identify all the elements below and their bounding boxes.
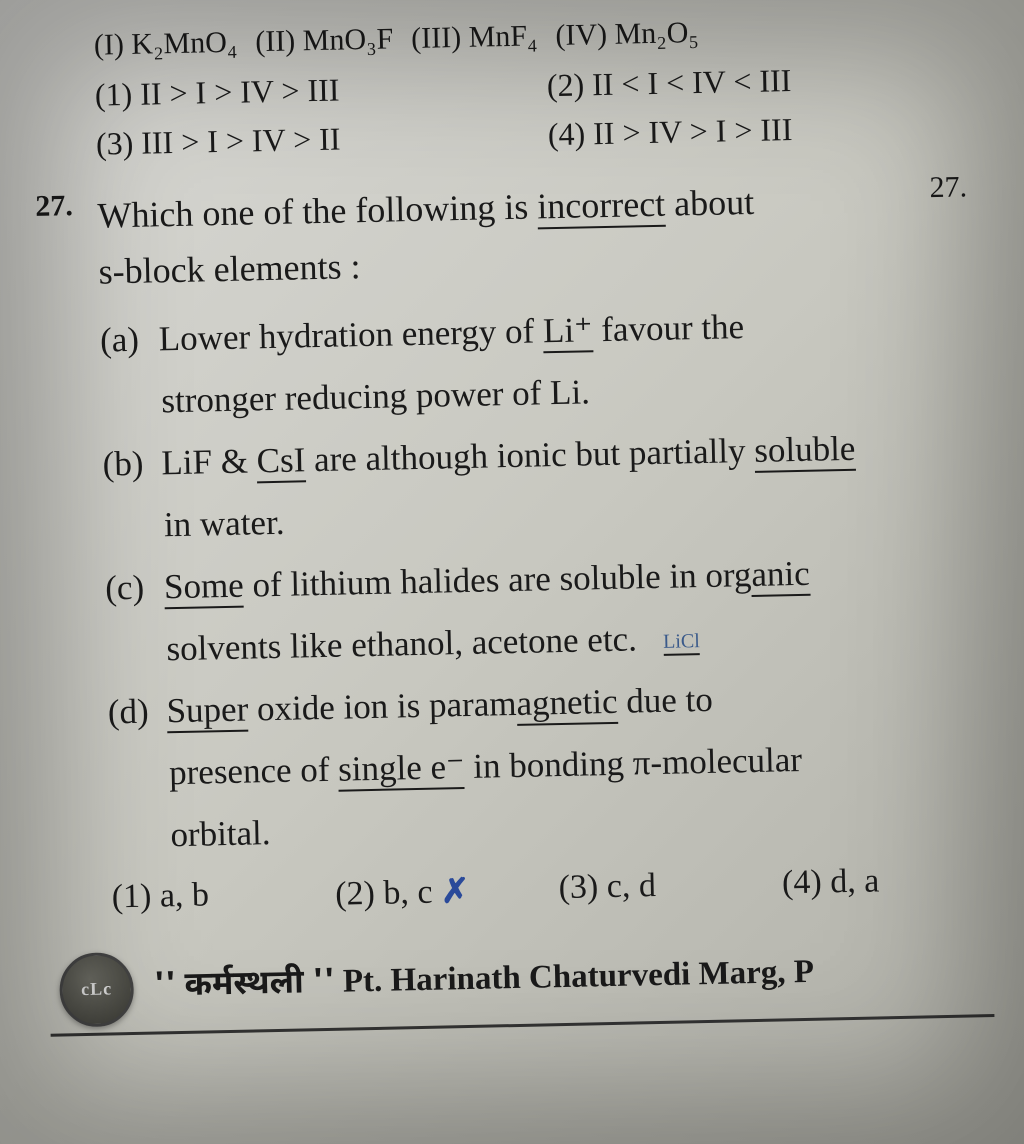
choice-d-mid: oxide ion is param <box>248 684 517 729</box>
logo-text: cLc <box>81 979 112 1001</box>
ordering-option-2: (2) II < I < IV < III <box>546 58 975 104</box>
footer-hindi: '' कर्मस्थली '' <box>153 963 335 1010</box>
answer-option-1: (1) a, b <box>111 874 321 918</box>
stem-part2: s-block elements : <box>98 246 361 291</box>
choice-b-text2: in water. <box>164 502 285 544</box>
choice-c-label: (c) <box>105 559 156 616</box>
choice-b-soluble: soluble <box>754 428 856 472</box>
choice-c-mid: of lithium halides are soluble in org <box>243 555 751 605</box>
answer-option-3: (3) c, d <box>558 864 768 908</box>
choice-d-end: due to <box>617 679 713 720</box>
stem-part1-end: about <box>665 182 755 224</box>
compound-i: (I) K₂MnO₄ <box>94 26 238 63</box>
answer-option-4-text: (4) d, a <box>782 862 880 901</box>
page-footer: cLc '' कर्मस्थली '' Pt. Harinath Chaturv… <box>49 934 995 1037</box>
compound-iii: (III) MnF₄ <box>411 19 538 56</box>
logo-badge-icon: cLc <box>59 952 135 1028</box>
answer-options: (1) a, b (2) b, c ✗ (3) c, d (4) d, a <box>47 860 992 920</box>
question-number-left: 27. <box>35 189 73 224</box>
choice-a-label: (a) <box>99 311 150 368</box>
choice-d-text2-pre: presence of <box>169 749 339 792</box>
choice-a-text1: Lower hydration energy of <box>158 311 543 358</box>
choice-d-text2-end: in bonding π-molecular <box>464 740 802 786</box>
ordering-option-3: (3) III > I > IV > II <box>96 117 525 163</box>
ordering-option-1: (1) II > I > IV > III <box>95 68 524 114</box>
choice-c-annot: LiCl <box>663 630 700 656</box>
compounds-list: (I) K₂MnO₄ (II) MnO₃F (III) MnF₄ (IV) Mn… <box>30 10 975 64</box>
choice-a-text2: stronger reducing power of Li. <box>161 372 590 420</box>
choice-d-text3: orbital. <box>170 813 271 854</box>
answer-option-2: (2) b, c ✗ <box>335 869 545 913</box>
compound-ii: (II) MnO₃F <box>255 22 394 59</box>
choice-c-anic: anic <box>751 553 810 596</box>
ordering-option-4: (4) II > IV > I > III <box>547 107 976 153</box>
pen-cross-2-icon: ✗ <box>441 873 470 911</box>
footer-english: Pt. Harinath Chaturvedi Marg, P <box>334 954 814 1000</box>
question-stem: Which one of the following is incorrect … <box>33 170 979 301</box>
answer-option-4: (4) d, a <box>782 860 992 904</box>
choice-d-super: Super <box>166 689 249 733</box>
stem-incorrect: incorrect <box>537 184 666 230</box>
choice-d-label: (d) <box>107 683 158 740</box>
question-number-right: 27. <box>929 170 967 205</box>
stem-part1: Which one of the following is <box>97 186 538 235</box>
choice-b-csi: CsI <box>256 440 305 483</box>
choice-d-agnetic: agnetic <box>516 681 618 725</box>
choice-d-single-e: single e⁻ <box>338 747 465 792</box>
footer-title: '' कर्मस्थली '' Pt. Harinath Chaturvedi … <box>153 953 814 1010</box>
choice-b-pre: LiF & <box>161 441 257 482</box>
choice-b-label: (b) <box>102 435 153 492</box>
question-27: 27. 27. Which one of the following is in… <box>33 170 992 919</box>
answer-option-2-text: (2) b, c <box>335 873 433 912</box>
ordering-row-1: (1) II > I > IV > III (2) II < I < IV < … <box>31 58 976 115</box>
ordering-row-2: (3) III > I > IV > II (4) II > IV > I > … <box>32 107 977 164</box>
choice-d-line3: orbital. <box>46 790 991 866</box>
choice-a-text1-end: favour the <box>592 307 744 349</box>
choice-c-text2: solvents like ethanol, acetone etc. <box>166 619 637 668</box>
compound-iv: (IV) Mn₂O₅ <box>555 16 699 53</box>
choice-a-li: Li⁺ <box>543 310 593 353</box>
choice-b-mid: are although ionic but partially <box>305 431 755 479</box>
choice-c-some: Some <box>164 565 245 609</box>
